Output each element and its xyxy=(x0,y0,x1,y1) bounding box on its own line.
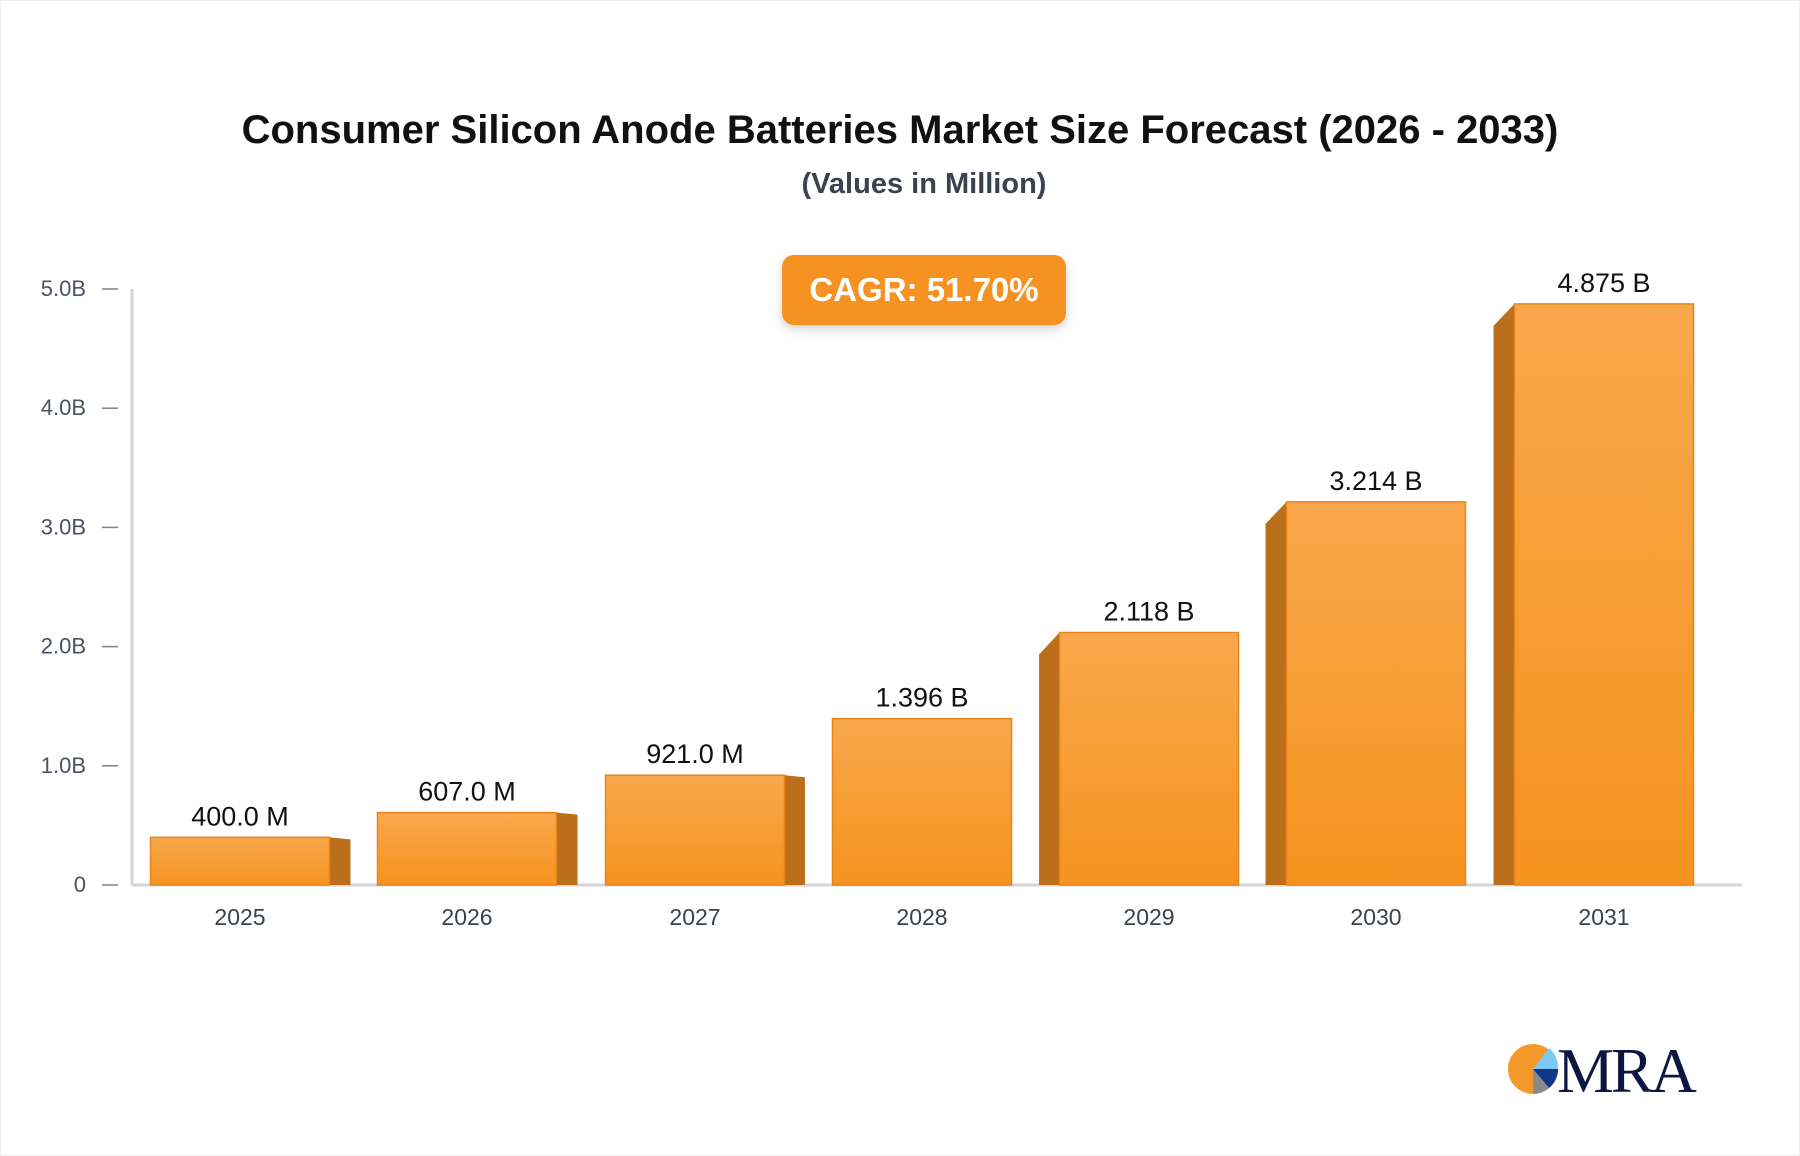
y-tick-label: 5.0B xyxy=(41,276,86,301)
bar-side-face xyxy=(1265,501,1287,885)
data-label: 2.118 B xyxy=(1103,597,1194,627)
bar-side-face xyxy=(1039,632,1060,885)
bar-2026 xyxy=(376,811,558,886)
bar-2031 xyxy=(1513,303,1695,886)
y-tick-label: 2.0B xyxy=(41,634,86,659)
bar-side-face xyxy=(784,775,805,885)
chart-title: Consumer Silicon Anode Batteries Market … xyxy=(241,108,1559,152)
x-tick-label: 2026 xyxy=(441,904,492,930)
data-label: 4.875 B xyxy=(1557,268,1650,298)
logo-text: MRA xyxy=(1557,1035,1697,1106)
pie-logo-icon xyxy=(1508,1044,1559,1094)
bar-2028 xyxy=(831,717,1013,886)
bar-2030 xyxy=(1285,501,1467,886)
data-label: 1.396 B xyxy=(875,683,968,713)
x-tick-label: 2027 xyxy=(669,904,720,930)
y-tick-label: 1.0B xyxy=(41,753,86,778)
bar-2025 xyxy=(149,836,331,886)
data-label: 3.214 B xyxy=(1329,466,1422,496)
y-tick-label: 3.0B xyxy=(41,514,86,539)
mra-logo: MRA xyxy=(1505,1035,1697,1106)
x-tick-label: 2030 xyxy=(1350,904,1401,930)
x-tick-label: 2028 xyxy=(896,904,947,930)
y-tick-label: 4.0B xyxy=(41,395,86,420)
data-label: 607.0 M xyxy=(418,777,516,807)
bar-side-face xyxy=(1493,303,1515,885)
chart-subtitle: (Values in Million) xyxy=(801,168,1047,200)
x-tick-label: 2031 xyxy=(1578,904,1629,930)
data-label: 921.0 M xyxy=(646,739,744,769)
bar-side-face xyxy=(556,812,578,885)
x-tick-label: 2029 xyxy=(1123,904,1174,930)
cagr-badge: CAGR: 51.70% xyxy=(782,255,1066,325)
y-tick-label: 0 xyxy=(74,872,86,897)
bar-side-face xyxy=(329,837,351,885)
data-label: 400.0 M xyxy=(191,801,289,831)
x-tick-label: 2025 xyxy=(214,904,265,930)
bar-2027 xyxy=(604,774,786,886)
bar-2029 xyxy=(1058,631,1240,886)
